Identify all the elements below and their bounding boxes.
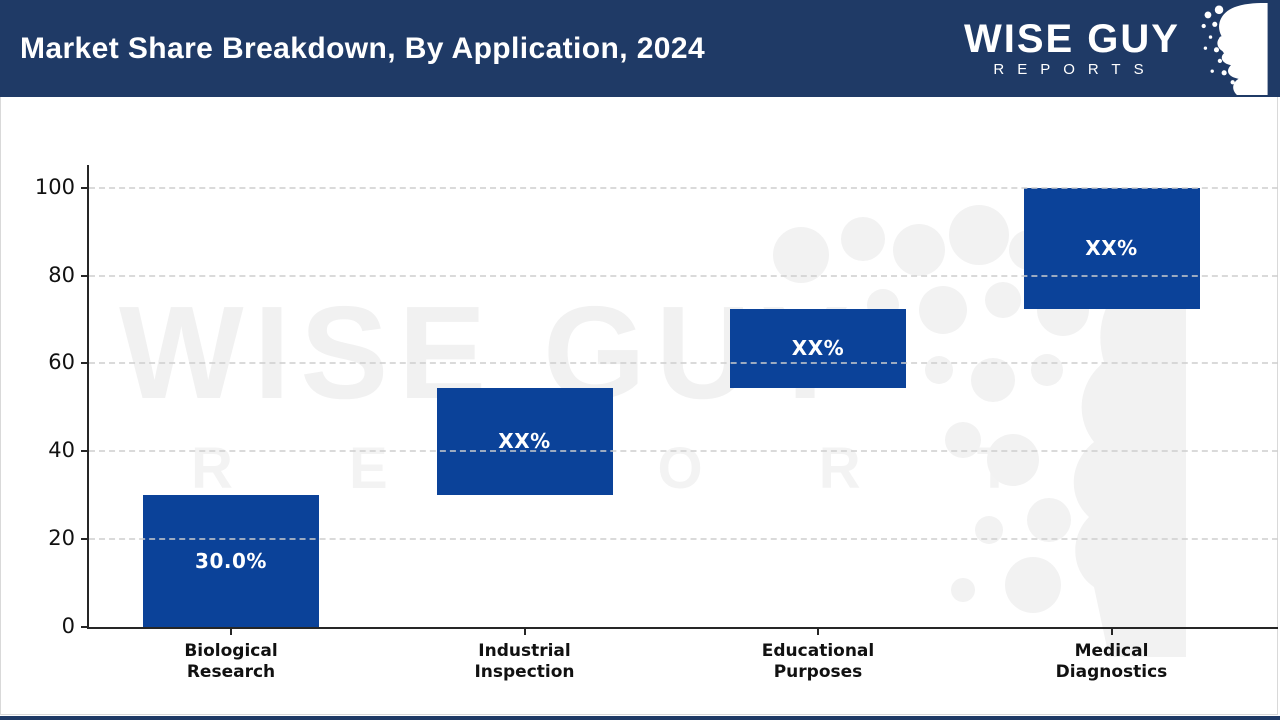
bar-value-label: XX%	[498, 429, 551, 454]
x-tick-mark	[230, 627, 232, 635]
x-category-label: Biological Research	[121, 641, 341, 683]
x-category-label-line: Industrial	[478, 641, 571, 661]
gridline	[89, 274, 1278, 277]
x-axis-line	[87, 627, 1278, 629]
y-tick-mark	[81, 626, 89, 628]
x-category-label-line: Biological	[184, 641, 278, 661]
bar-segment: 30.0%	[143, 495, 319, 627]
y-tick-label: 80	[48, 262, 75, 287]
gridline	[89, 186, 1278, 189]
bar-value-label: 30.0%	[195, 549, 267, 574]
gridline	[89, 450, 1278, 453]
y-tick-mark	[81, 450, 89, 453]
x-category-label-line: Research	[186, 662, 276, 682]
bar-segment: XX%	[1023, 187, 1200, 309]
gridline	[89, 362, 1278, 365]
x-category-label-line: Diagnostics	[1055, 662, 1168, 682]
plot-area: 0 20 40 60 80 100 30.0% Biological Research XX% In…	[1, 97, 1279, 714]
y-tick-label: 40	[48, 438, 75, 463]
x-category-label-line: Educational	[761, 641, 875, 661]
y-tick-mark	[81, 362, 89, 365]
brand-face-icon	[1201, 2, 1268, 95]
footer-accent-bar	[0, 716, 1280, 720]
y-tick-label: 0	[61, 614, 75, 638]
bar-value-label: XX%	[1085, 236, 1138, 261]
watermark-layer: WISE GUY R E P O R T S	[1, 97, 1279, 714]
chart-card: WISE GUY R E P O R T S 0 20 40 60 80 100 30.0%…	[0, 97, 1278, 715]
x-tick-mark	[1110, 627, 1113, 635]
chart-title: Market Share Breakdown, By Application, …	[20, 31, 706, 65]
header-bar: Market Share Breakdown, By Application, …	[0, 0, 1280, 97]
y-tick-mark	[81, 186, 89, 189]
watermark-face-icon	[773, 205, 1186, 657]
x-category-label: Medical Diagnostics	[1002, 641, 1222, 683]
y-tick-mark	[81, 274, 89, 277]
x-category-label-line: Purposes	[773, 662, 863, 682]
brand-subtitle: REPORTS	[993, 60, 1157, 78]
bar-segment: XX%	[730, 308, 906, 388]
x-category-label-line: Medical	[1074, 641, 1149, 661]
brand-logo: WISE GUY REPORTS	[964, 2, 1268, 95]
x-category-label: Industrial Inspection	[415, 641, 635, 683]
y-tick-label: 20	[48, 526, 75, 551]
x-tick-mark	[523, 627, 526, 635]
brand-logo-text: WISE GUY REPORTS	[964, 18, 1180, 80]
bar-segment: XX%	[436, 387, 613, 496]
x-category-label-line: Inspection	[474, 662, 575, 682]
y-tick-mark	[81, 538, 89, 541]
brand-name: WISE GUY	[963, 16, 1180, 61]
bar-value-label: XX%	[791, 336, 845, 361]
gridline	[89, 538, 1278, 541]
x-tick-mark	[817, 627, 819, 635]
y-tick-label: 60	[48, 350, 75, 375]
y-tick-label: 100	[34, 174, 75, 199]
y-axis-spine	[87, 165, 89, 629]
x-category-label: Educational Purposes	[708, 641, 928, 683]
